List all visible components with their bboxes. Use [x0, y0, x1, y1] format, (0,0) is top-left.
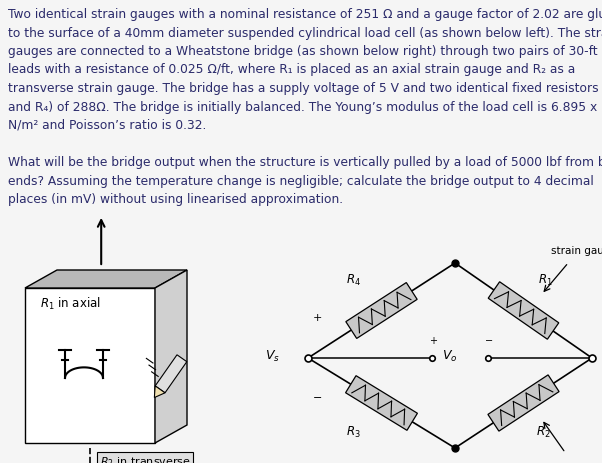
Polygon shape: [346, 375, 417, 430]
Polygon shape: [25, 288, 155, 443]
Text: transverse strain gauge. The bridge has a supply voltage of 5 V and two identica: transverse strain gauge. The bridge has …: [8, 82, 602, 95]
Polygon shape: [346, 282, 417, 338]
Polygon shape: [488, 282, 559, 339]
Text: places (in mV) without using linearised approximation.: places (in mV) without using linearised …: [8, 193, 343, 206]
Polygon shape: [488, 375, 559, 431]
Text: to the surface of a 40mm diameter suspended cylindrical load cell (as shown belo: to the surface of a 40mm diameter suspen…: [8, 26, 602, 39]
Text: What will be the bridge output when the structure is vertically pulled by a load: What will be the bridge output when the …: [8, 156, 602, 169]
Text: $V_o$: $V_o$: [442, 349, 458, 363]
Text: gauges are connected to a Wheatstone bridge (as shown below right) through two p: gauges are connected to a Wheatstone bri…: [8, 45, 598, 58]
Text: $R_3$: $R_3$: [346, 425, 361, 440]
Polygon shape: [154, 386, 165, 398]
Text: −: −: [313, 393, 323, 403]
Text: strain gauge: strain gauge: [551, 245, 602, 256]
Text: leads with a resistance of 0.025 Ω/ft, where R₁ is placed as an axial strain gau: leads with a resistance of 0.025 Ω/ft, w…: [8, 63, 576, 76]
Text: N/m² and Poisson’s ratio is 0.32.: N/m² and Poisson’s ratio is 0.32.: [8, 119, 206, 132]
Text: and R₄) of 288Ω. The bridge is initially balanced. The Young’s modulus of the lo: and R₄) of 288Ω. The bridge is initially…: [8, 100, 602, 113]
Text: Two identical strain gauges with a nominal resistance of 251 Ω and a gauge facto: Two identical strain gauges with a nomin…: [8, 8, 602, 21]
Polygon shape: [155, 270, 187, 443]
Polygon shape: [25, 270, 187, 288]
Text: ends? Assuming the temperature change is negligible; calculate the bridge output: ends? Assuming the temperature change is…: [8, 175, 594, 188]
Text: −: −: [485, 336, 493, 346]
Polygon shape: [155, 355, 187, 393]
Text: $V_s$: $V_s$: [265, 349, 280, 363]
Text: +: +: [313, 313, 323, 323]
Text: $R_2$: $R_2$: [536, 425, 550, 440]
Text: +: +: [429, 336, 437, 346]
Text: $R_4$: $R_4$: [346, 273, 361, 288]
Text: $R_1$: $R_1$: [538, 273, 552, 288]
Text: $R_2$ in transverse: $R_2$ in transverse: [99, 455, 190, 463]
Text: $R_1$ in axial: $R_1$ in axial: [40, 296, 101, 312]
